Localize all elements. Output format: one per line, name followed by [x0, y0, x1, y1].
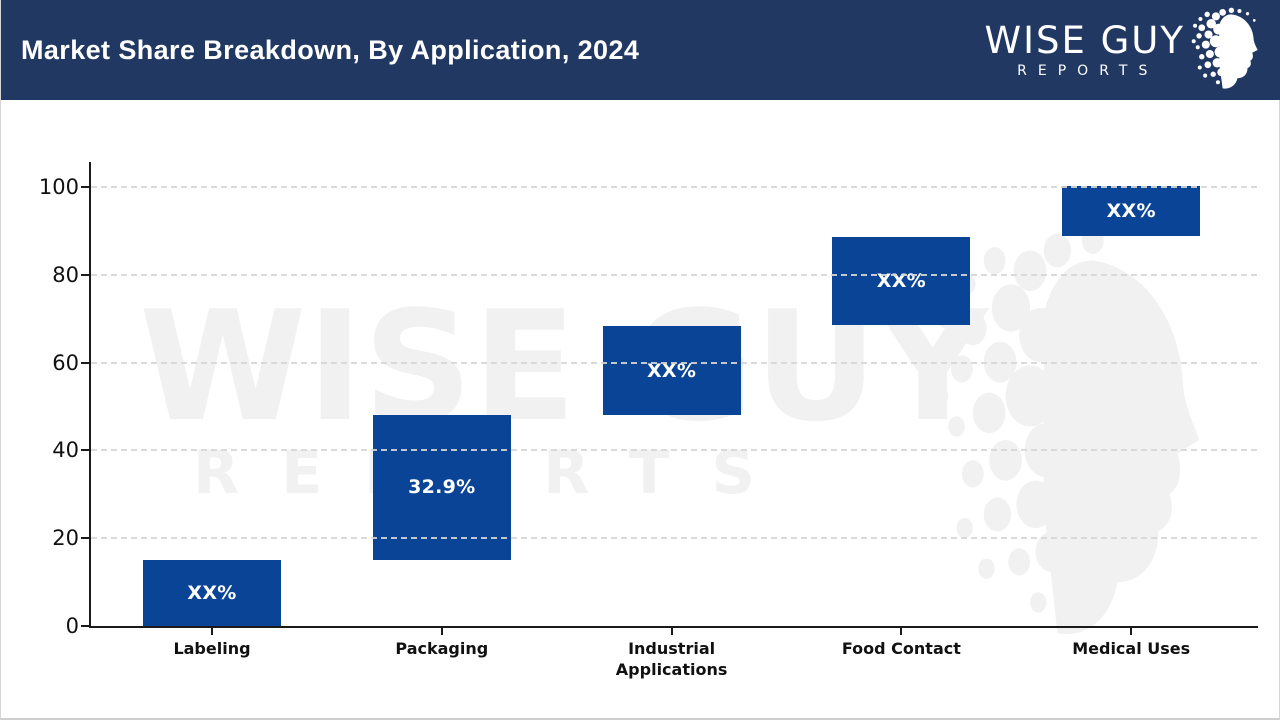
bar-food-contact: XX%: [832, 237, 971, 325]
bar-industrial-applications: XX%: [602, 326, 741, 416]
bar-medical-uses: XX%: [1062, 186, 1201, 237]
bar-value-label-medical-uses: XX%: [1106, 200, 1156, 223]
x-tick-labeling: [211, 628, 213, 635]
x-category-label-medical-uses: Medical Uses: [1072, 639, 1191, 658]
y-tick-label-40: 40: [52, 438, 79, 463]
y-tick-label-20: 20: [52, 526, 79, 551]
logo-wordmark: WISE GUY: [984, 19, 1185, 62]
bar-labeling: XX%: [143, 560, 281, 626]
face-dots-icon: [1189, 6, 1263, 94]
x-tick-food-contact: [900, 628, 903, 635]
y-tick-40: [81, 449, 90, 452]
chart-title: Market Share Breakdown, By Application, …: [21, 34, 640, 65]
x-tick-industrial-applications: [670, 628, 673, 635]
y-tick-100: [81, 186, 90, 188]
gridline-y-20: [91, 537, 1257, 540]
x-axis-line: [89, 626, 1258, 628]
logo-text: WISE GUY REPORTS: [985, 22, 1185, 78]
y-tick-label-80: 80: [52, 262, 79, 287]
chart-area: WISE GUY REPORTS 020406080100XX%Labeling…: [1, 100, 1280, 720]
y-axis-line: [89, 162, 91, 628]
x-tick-packaging: [440, 628, 443, 635]
gridline-y-80: [91, 273, 1257, 276]
y-tick-60: [81, 361, 90, 364]
x-category-label-labeling: Labeling: [173, 639, 251, 658]
gridline-y-40: [91, 449, 1257, 452]
bar-value-label-industrial-applications: XX%: [646, 359, 697, 382]
wise-guy-reports-logo: WISE GUY REPORTS: [985, 6, 1263, 94]
bar-packaging: 32.9%: [372, 415, 511, 560]
logo-subtitle: REPORTS: [1017, 63, 1159, 79]
y-tick-20: [81, 537, 90, 540]
x-category-label-industrial-applications: Industrial Applications: [615, 639, 728, 679]
x-category-label-food-contact: Food Contact: [841, 639, 961, 658]
x-tick-medical-uses: [1130, 628, 1133, 635]
y-tick-80: [81, 273, 90, 276]
y-tick-label-60: 60: [52, 350, 79, 375]
x-category-label-packaging: Packaging: [395, 639, 489, 658]
gridline-y-100: [91, 186, 1257, 188]
gridline-y-60: [91, 361, 1257, 364]
y-tick-label-100: 100: [38, 175, 79, 199]
bar-value-label-labeling: XX%: [187, 582, 237, 605]
bar-value-label-packaging: 32.9%: [408, 476, 476, 499]
y-tick-0: [81, 625, 90, 627]
header: Market Share Breakdown, By Application, …: [1, 0, 1280, 100]
y-tick-label-0: 0: [65, 614, 79, 638]
